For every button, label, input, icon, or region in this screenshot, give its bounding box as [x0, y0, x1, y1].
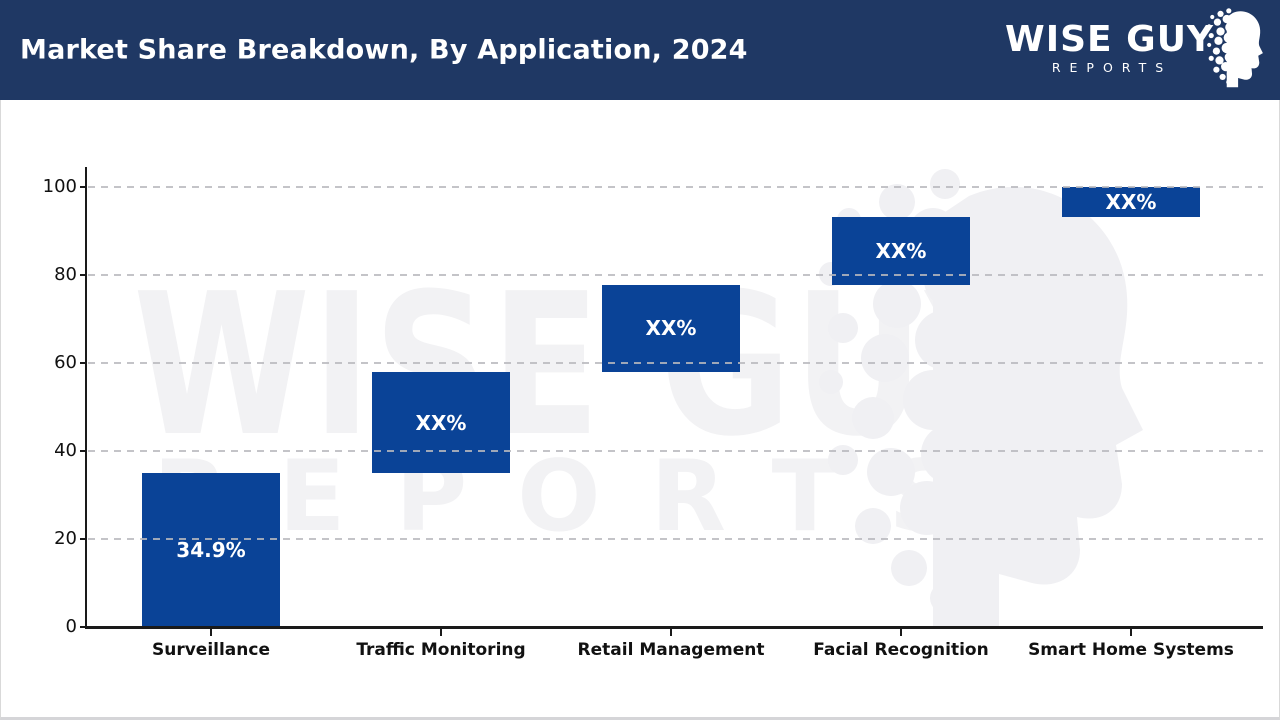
y-tick-mark-40	[80, 450, 87, 452]
y-tick-label-100: 100	[42, 176, 77, 197]
x-axis-line	[85, 626, 1263, 629]
y-tick-mark-100	[80, 186, 87, 188]
bar-label-smart-home-systems: XX%	[1105, 189, 1157, 214]
y-tick-mark-60	[80, 362, 87, 364]
bar-smart-home-systems	[1062, 187, 1200, 217]
y-tick-mark-20	[80, 538, 87, 540]
x-tick-mark-traffic-monitoring	[440, 628, 442, 636]
watermark-text-line2: REPORTS	[153, 440, 1010, 554]
chart-area: WISE GUY REPORTS 0 20 40 60 80 100 34.9% Survei…	[0, 100, 1280, 720]
x-axis-label-traffic-monitoring: Traffic Monitoring	[356, 640, 526, 660]
y-tick-label-40: 40	[54, 440, 77, 461]
bar-surveillance	[142, 473, 280, 627]
x-tick-mark-facial-recognition	[900, 628, 902, 636]
y-axis-line	[85, 167, 87, 629]
x-axis-label-smart-home-systems: Smart Home Systems	[1028, 640, 1234, 660]
bar-facial-recognition	[832, 216, 970, 286]
x-axis-label-surveillance: Surveillance	[151, 640, 270, 660]
y-tick-label-80: 80	[54, 264, 77, 285]
gridline-80	[88, 274, 1263, 276]
y-tick-label-20: 20	[54, 528, 77, 549]
wiseguy-head-icon	[1207, 8, 1263, 88]
bar-label-facial-recognition: XX%	[875, 239, 927, 264]
gridline-20	[88, 538, 1263, 540]
brand-subtitle: REPORTS	[1051, 59, 1173, 75]
y-tick-label-0: 0	[65, 616, 77, 637]
gridline-60	[88, 362, 1263, 364]
x-tick-mark-smart-home-systems	[1130, 628, 1132, 636]
gridline-100	[88, 186, 1263, 188]
brand-name: WISE GUY	[1004, 19, 1214, 61]
brand-logo-text: WISE GUY REPORTS	[1005, 21, 1214, 75]
y-tick-mark-80	[80, 274, 87, 276]
bar-retail-management	[602, 285, 740, 372]
y-tick-mark-0	[80, 626, 87, 628]
x-axis-label-retail-management: Retail Management	[577, 640, 765, 660]
bar-traffic-monitoring	[372, 371, 510, 474]
x-tick-mark-retail-management	[670, 628, 672, 636]
x-axis-label-facial-recognition: Facial Recognition	[813, 640, 989, 660]
header-bar: Market Share Breakdown, By Application, …	[0, 0, 1280, 100]
gridline-40	[88, 450, 1263, 452]
bar-label-surveillance: 34.9%	[176, 538, 246, 563]
brand-logo: WISE GUY REPORTS	[1005, 6, 1266, 90]
x-tick-mark-surveillance	[210, 628, 212, 636]
bar-label-traffic-monitoring: XX%	[415, 410, 467, 435]
y-tick-label-60: 60	[54, 352, 77, 373]
page-title: Market Share Breakdown, By Application, …	[20, 34, 748, 66]
bar-label-retail-management: XX%	[645, 316, 697, 341]
